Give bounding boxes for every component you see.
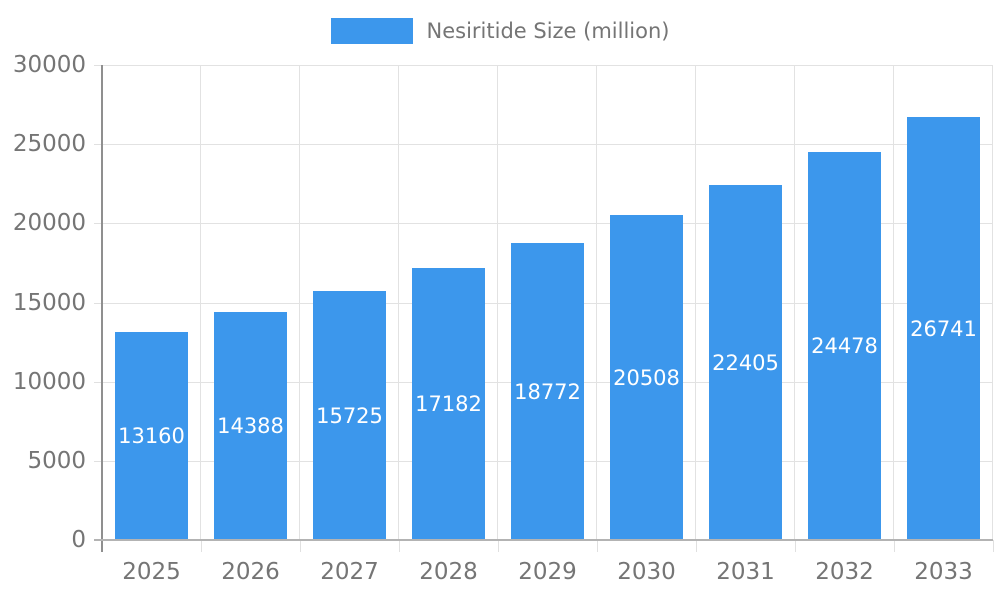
bar-2032: 24478 <box>808 152 881 540</box>
bar-value-label: 15725 <box>316 403 383 428</box>
legend[interactable]: Nesiritide Size (million) <box>0 18 1000 44</box>
y-axis-tick-label: 0 <box>71 527 86 553</box>
bar-2025: 13160 <box>115 332 188 540</box>
gridline-vertical <box>596 65 597 540</box>
gridline-horizontal <box>102 144 993 145</box>
x-axis-tick-label: 2025 <box>122 559 181 585</box>
x-axis-tick-label: 2026 <box>221 559 280 585</box>
bar-value-label: 17182 <box>415 392 482 416</box>
bar-2030: 20508 <box>610 215 683 540</box>
gridline-horizontal <box>102 65 993 66</box>
bar-value-label: 26741 <box>910 316 977 341</box>
bar-2027: 15725 <box>313 291 386 540</box>
bar-value-label: 18772 <box>514 379 581 404</box>
x-axis-tick-label: 2028 <box>419 559 478 585</box>
bar-2031: 22405 <box>709 185 782 540</box>
bar-2028: 17182 <box>412 268 485 540</box>
y-axis-tick-label: 30000 <box>12 52 86 78</box>
bar-2026: 14388 <box>214 312 287 540</box>
gridline-horizontal <box>102 223 993 224</box>
x-axis-tick-label: 2032 <box>815 559 874 585</box>
x-tick-mark <box>993 540 994 552</box>
bar-value-label: 24478 <box>811 334 878 358</box>
x-axis-line <box>94 539 993 541</box>
x-tick-mark <box>498 540 499 552</box>
bar-value-label: 13160 <box>118 424 185 448</box>
y-axis-line <box>101 65 103 552</box>
legend-label: Nesiritide Size (million) <box>426 19 670 43</box>
x-tick-mark <box>399 540 400 552</box>
gridline-vertical <box>398 65 399 540</box>
x-axis-tick-label: 2031 <box>716 559 775 585</box>
y-tick-mark <box>94 382 102 383</box>
y-tick-mark <box>94 303 102 304</box>
legend-swatch <box>330 18 413 44</box>
gridline-vertical <box>299 65 300 540</box>
y-axis-tick-label: 20000 <box>12 210 86 236</box>
x-tick-mark <box>201 540 202 552</box>
x-tick-mark <box>894 540 895 552</box>
bar-value-label: 22405 <box>712 350 779 375</box>
bar-value-label: 14388 <box>217 414 284 438</box>
y-tick-mark <box>94 223 102 224</box>
gridline-vertical <box>200 65 201 540</box>
x-axis-tick-label: 2033 <box>914 559 973 585</box>
y-tick-mark <box>94 65 102 66</box>
y-axis-tick-label: 25000 <box>12 131 86 157</box>
x-axis-tick-label: 2027 <box>320 559 379 585</box>
y-axis-tick-label: 5000 <box>27 448 86 474</box>
gridline-vertical <box>695 65 696 540</box>
bar-2029: 18772 <box>511 243 584 540</box>
y-axis-tick-label: 15000 <box>12 290 86 316</box>
gridline-vertical <box>893 65 894 540</box>
x-axis-tick-label: 2030 <box>617 559 676 585</box>
y-axis-tick-label: 10000 <box>12 369 86 395</box>
x-tick-mark <box>795 540 796 552</box>
x-tick-mark <box>597 540 598 552</box>
x-axis-tick-label: 2029 <box>518 559 577 585</box>
x-axis-labels: 2025 2026 2027 2028 2029 2030 2031 2032 2033 <box>102 558 993 590</box>
plot-area: 13160 14388 15725 17182 18772 20508 22405 24478… <box>94 65 994 552</box>
gridline-vertical <box>794 65 795 540</box>
x-tick-mark <box>300 540 301 552</box>
y-tick-mark <box>94 144 102 145</box>
gridline-vertical <box>497 65 498 540</box>
bar-2033: 26741 <box>907 117 980 540</box>
x-tick-mark <box>696 540 697 552</box>
y-axis-labels: 0 5000 10000 15000 20000 25000 30000 <box>0 52 86 553</box>
y-tick-mark <box>94 461 102 462</box>
gridline-vertical <box>992 65 993 540</box>
bar-value-label: 20508 <box>613 365 680 390</box>
